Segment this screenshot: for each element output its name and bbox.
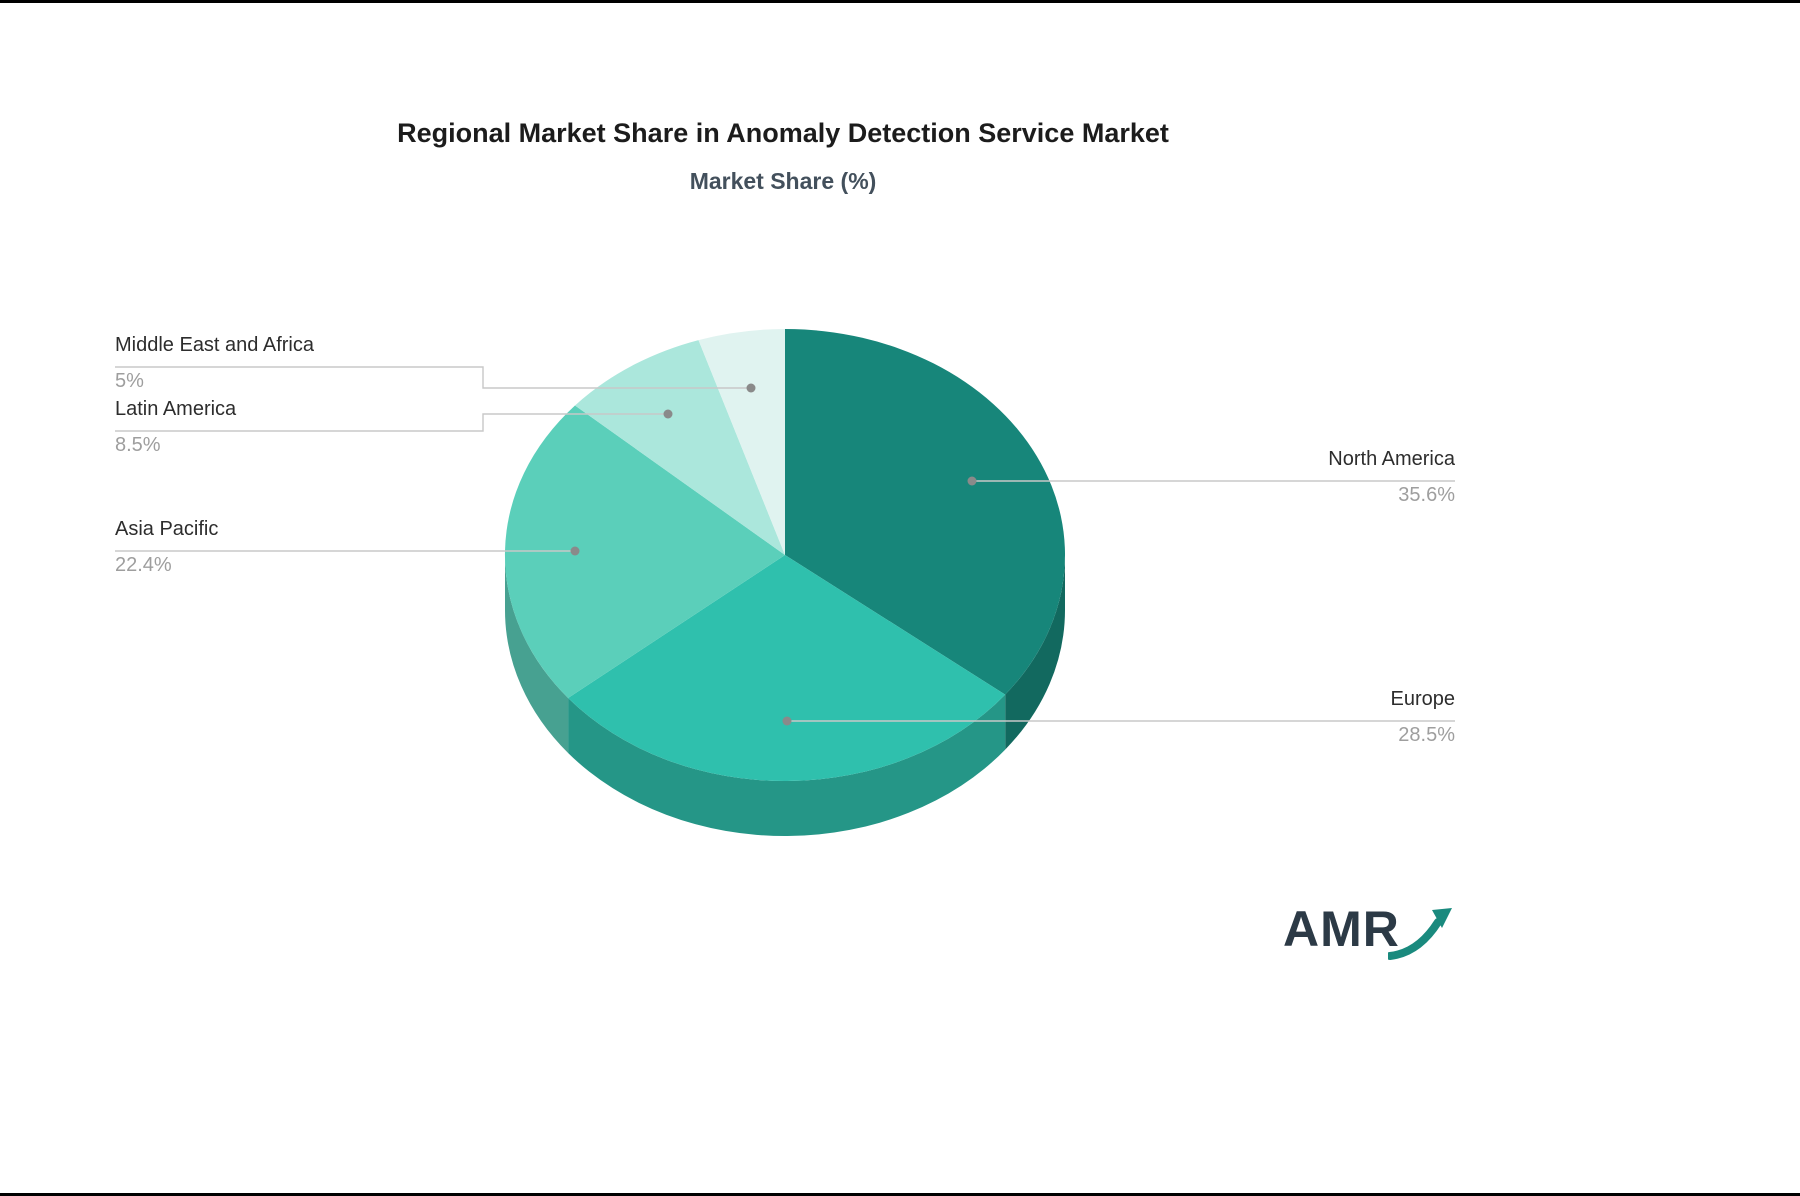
slice-label-latin-america: Latin America 8.5% — [115, 397, 236, 457]
slice-label-value: 28.5% — [1398, 724, 1455, 746]
leader-dot — [782, 716, 792, 726]
slice-label-name: North America — [1328, 448, 1455, 470]
frame-border-top — [0, 0, 1800, 3]
leader-line — [115, 413, 668, 432]
slice-label-europe: Europe 28.5% — [1055, 687, 1456, 747]
leader-dot — [570, 546, 580, 556]
slice-label-value: 5% — [115, 370, 144, 392]
slice-label-north-america: North America 35.6% — [1055, 447, 1455, 507]
slice-label-middle-east-africa: Middle East and Africa 5% — [115, 333, 314, 393]
slice-label-name: Asia Pacific — [115, 518, 219, 540]
slice-label-name: Europe — [1390, 688, 1456, 710]
slice-label-value: 8.5% — [115, 434, 161, 456]
slice-label-value: 22.4% — [115, 554, 172, 576]
frame-border-bottom — [0, 1193, 1800, 1196]
slice-label-name: Latin America — [115, 398, 237, 420]
slice-label-asia-pacific: Asia Pacific 22.4% — [115, 517, 218, 577]
pie-slice-wall — [504, 555, 569, 753]
chart-subtitle: Market Share (%) — [689, 168, 877, 194]
pie-slice — [568, 555, 1006, 782]
pie-slice-wall — [1005, 555, 1065, 750]
pie-slice — [575, 340, 785, 555]
pie-slice — [698, 329, 785, 555]
leader-dot — [663, 409, 673, 419]
leader-dot — [967, 476, 977, 486]
leader-dot — [746, 383, 756, 393]
amr-logo: AMR — [1283, 896, 1452, 962]
pie-slice-wall — [568, 694, 1006, 837]
slice-label-value: 35.6% — [1398, 484, 1455, 506]
amr-logo-arrow-icon — [1387, 908, 1452, 960]
chart-title: Regional Market Share in Anomaly Detecti… — [397, 118, 1169, 148]
leader-line — [115, 366, 751, 389]
pie-slice — [785, 329, 1066, 695]
slice-label-name: Middle East and Africa — [115, 334, 314, 356]
amr-logo-text: AMR — [1283, 901, 1400, 957]
pie-slice — [504, 405, 785, 698]
